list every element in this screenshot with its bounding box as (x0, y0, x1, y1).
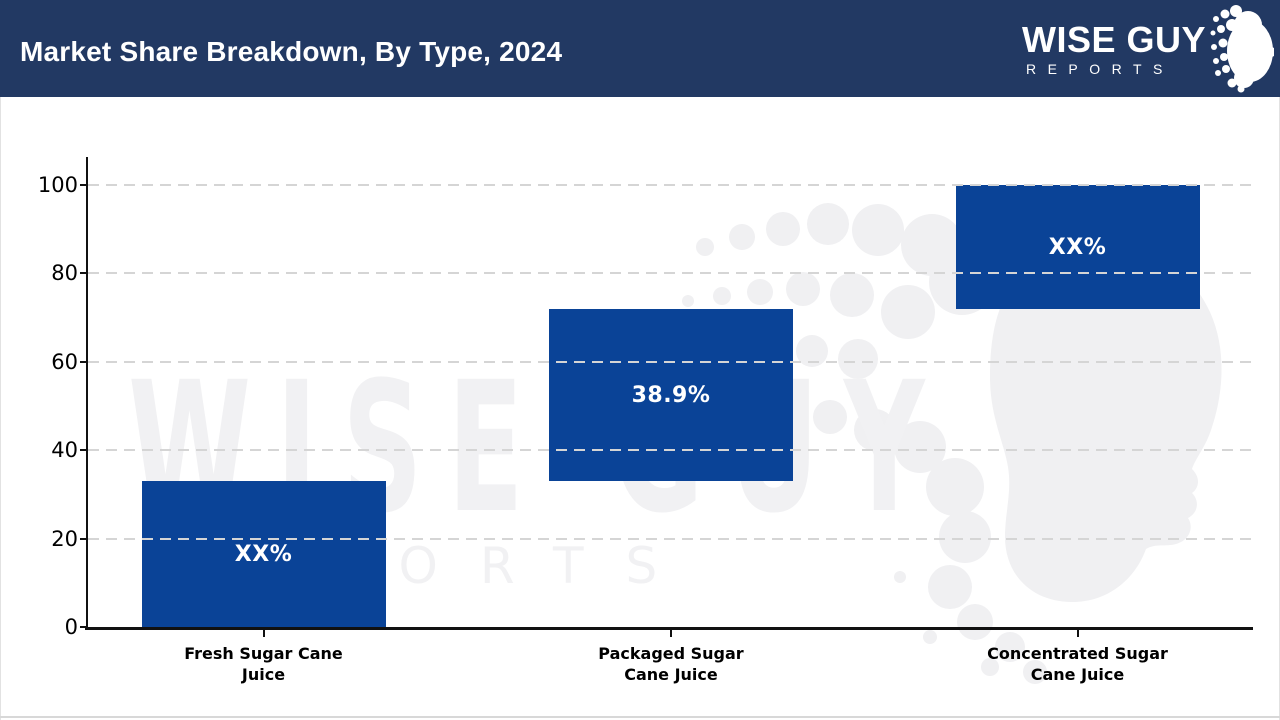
category-label: Packaged Sugar Cane Juice (598, 644, 744, 684)
y-axis-tick-label: 0 (64, 615, 78, 639)
gridline-100 (88, 184, 1253, 186)
y-axis-tick-mark (80, 272, 87, 275)
gridline-60 (88, 360, 1253, 363)
x-axis-tick-mark (1076, 630, 1079, 637)
gridline-40 (88, 449, 1253, 452)
x-axis-line (85, 627, 1253, 630)
y-axis-tick-mark (80, 184, 87, 186)
y-axis-tick-label: 80 (51, 261, 78, 286)
y-axis-tick-label: 20 (51, 526, 78, 551)
category-label: Fresh Sugar Cane Juice (184, 644, 343, 684)
y-axis-tick-label: 60 (51, 349, 78, 374)
page-title: Market Share Breakdown, By Type, 2024 (20, 35, 563, 67)
gridline-80 (88, 272, 1253, 275)
y-axis-tick-label: 40 (51, 438, 78, 463)
page-edge-left (0, 97, 1, 720)
y-axis-tick-label: 100 (37, 173, 78, 197)
y-axis-tick-mark (80, 626, 87, 628)
logo-subtitle: REPORTS (1025, 60, 1174, 77)
bar-value-label: 38.9% (631, 382, 711, 408)
bar-segment: XX% (955, 185, 1200, 310)
page-edge-bottom (0, 716, 1280, 718)
logo-text: WISE GUY REPORTS (1021, 18, 1206, 77)
x-axis-tick-mark (262, 630, 265, 637)
bar-segment: 38.9% (549, 309, 793, 482)
category-label: Concentrated Sugar Cane Juice (987, 644, 1168, 684)
logo-wordmark: WISE GUY (1021, 18, 1206, 60)
bar-value-label: XX% (1048, 234, 1107, 260)
chart-canvas: WISE GUY REPORTS 0 20 40 60 80 100 XX% Fresh Su… (0, 97, 1280, 720)
y-axis-tick-mark (80, 360, 87, 363)
x-axis-tick-mark (670, 630, 672, 637)
bar-segment: XX% (141, 481, 386, 627)
watermark-face-icon (682, 203, 1222, 684)
y-axis-tick-mark (80, 537, 87, 540)
bar-value-label: XX% (234, 541, 293, 567)
gridline-20 (88, 537, 1253, 540)
wise-guy-reports-logo: WISE GUY REPORTS (1022, 4, 1274, 94)
y-axis-line (86, 157, 88, 627)
header-bar: Market Share Breakdown, By Type, 2024 WI… (0, 0, 1280, 97)
logo-face-icon (1210, 5, 1274, 93)
y-axis-tick-mark (80, 449, 87, 452)
